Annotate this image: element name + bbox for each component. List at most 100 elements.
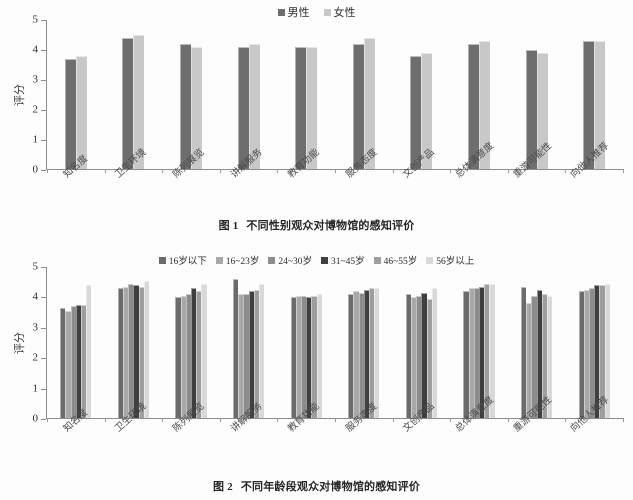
legend-item-1[interactable]: 男性 xyxy=(277,4,310,20)
bar[interactable] xyxy=(478,40,490,169)
bar[interactable] xyxy=(374,288,380,418)
bar[interactable] xyxy=(180,295,186,418)
bar[interactable] xyxy=(238,294,244,418)
bar[interactable] xyxy=(196,291,202,418)
bar[interactable] xyxy=(253,289,259,418)
bar[interactable] xyxy=(248,43,260,169)
bar[interactable] xyxy=(358,292,364,418)
x-tick-mark xyxy=(47,169,48,173)
bar[interactable] xyxy=(80,304,87,418)
bar[interactable] xyxy=(478,286,485,418)
bar[interactable] xyxy=(133,34,145,169)
bar[interactable] xyxy=(237,46,249,169)
bar[interactable] xyxy=(578,291,584,418)
y-tick-label: 0 xyxy=(32,412,39,425)
bar[interactable] xyxy=(243,294,249,418)
bar[interactable] xyxy=(258,283,265,418)
bar[interactable] xyxy=(133,285,139,418)
bar[interactable] xyxy=(311,295,317,418)
bar[interactable] xyxy=(353,291,359,418)
bar[interactable] xyxy=(599,285,605,418)
bar[interactable] xyxy=(143,280,149,418)
bar[interactable] xyxy=(473,288,479,418)
bar[interactable] xyxy=(489,283,495,418)
bar[interactable] xyxy=(185,294,191,418)
bar[interactable] xyxy=(352,43,364,169)
bar[interactable] xyxy=(233,279,239,418)
y-tick-label: 5 xyxy=(32,260,39,273)
bar[interactable] xyxy=(468,288,474,418)
bar[interactable] xyxy=(531,295,537,418)
bar[interactable] xyxy=(583,40,595,169)
bar[interactable] xyxy=(416,295,422,418)
bar[interactable] xyxy=(520,286,527,418)
bar[interactable] xyxy=(300,295,307,418)
legend-item-6[interactable]: 56岁以上 xyxy=(426,253,474,267)
x-label-cell: 教育功能 xyxy=(277,402,335,466)
bar[interactable] xyxy=(248,291,254,418)
y-tick-mark xyxy=(41,388,46,390)
bar[interactable] xyxy=(410,297,417,418)
bar[interactable] xyxy=(536,52,548,169)
bar[interactable] xyxy=(117,288,124,418)
bar[interactable] xyxy=(75,55,87,169)
legend-item-2[interactable]: 16~23岁 xyxy=(215,253,259,267)
bar[interactable] xyxy=(525,49,537,169)
bar[interactable] xyxy=(421,52,433,169)
legend-item-1[interactable]: 16岁以下 xyxy=(158,253,207,267)
legend-item-2[interactable]: 女性 xyxy=(323,4,356,20)
bar[interactable] xyxy=(123,286,129,418)
bar[interactable] xyxy=(64,58,76,169)
bar[interactable] xyxy=(306,46,318,169)
bar-group xyxy=(335,20,393,169)
bar[interactable] xyxy=(426,298,432,418)
legend-item-5[interactable]: 46~55岁 xyxy=(373,253,417,267)
bar[interactable] xyxy=(594,40,606,169)
bar[interactable] xyxy=(484,283,490,418)
bar[interactable] xyxy=(60,307,66,418)
x-label-cell: 卫生环境 xyxy=(105,402,163,466)
bar[interactable] xyxy=(295,295,301,418)
bar[interactable] xyxy=(65,310,71,418)
bar[interactable] xyxy=(295,46,307,169)
bar[interactable] xyxy=(128,283,134,418)
legend-item-3[interactable]: 24~30岁 xyxy=(268,253,312,267)
bar[interactable] xyxy=(75,304,81,418)
bar[interactable] xyxy=(431,288,437,418)
bar[interactable] xyxy=(363,289,369,418)
bar[interactable] xyxy=(405,294,411,418)
bar[interactable] xyxy=(316,294,322,418)
bar[interactable] xyxy=(122,37,134,169)
bar[interactable] xyxy=(604,283,610,418)
bar[interactable] xyxy=(546,295,553,418)
bar[interactable] xyxy=(421,292,427,418)
bar[interactable] xyxy=(138,286,144,418)
bar[interactable] xyxy=(348,294,354,418)
bar[interactable] xyxy=(410,55,422,169)
y-tick-mark xyxy=(41,267,46,268)
bar-group xyxy=(508,20,566,169)
bar[interactable] xyxy=(86,285,92,418)
bar[interactable] xyxy=(583,289,589,418)
bar[interactable] xyxy=(536,289,542,418)
bar[interactable] xyxy=(290,297,296,418)
bar[interactable] xyxy=(306,297,312,418)
bar[interactable] xyxy=(70,306,76,418)
bar[interactable] xyxy=(541,294,547,418)
bar[interactable] xyxy=(363,37,375,169)
bar[interactable] xyxy=(175,297,181,418)
bar[interactable] xyxy=(467,43,479,169)
bar[interactable] xyxy=(588,288,595,418)
x-tick-mark xyxy=(104,418,106,422)
bar[interactable] xyxy=(463,291,469,418)
x-tick-mark xyxy=(565,169,567,173)
bar[interactable] xyxy=(594,285,600,418)
bar[interactable] xyxy=(201,283,207,418)
bar[interactable] xyxy=(190,288,197,418)
bar[interactable] xyxy=(368,288,375,418)
bar[interactable] xyxy=(190,46,202,169)
bar[interactable] xyxy=(526,303,532,418)
bar[interactable] xyxy=(179,43,191,169)
legend-item-4[interactable]: 31~45岁 xyxy=(321,253,365,267)
